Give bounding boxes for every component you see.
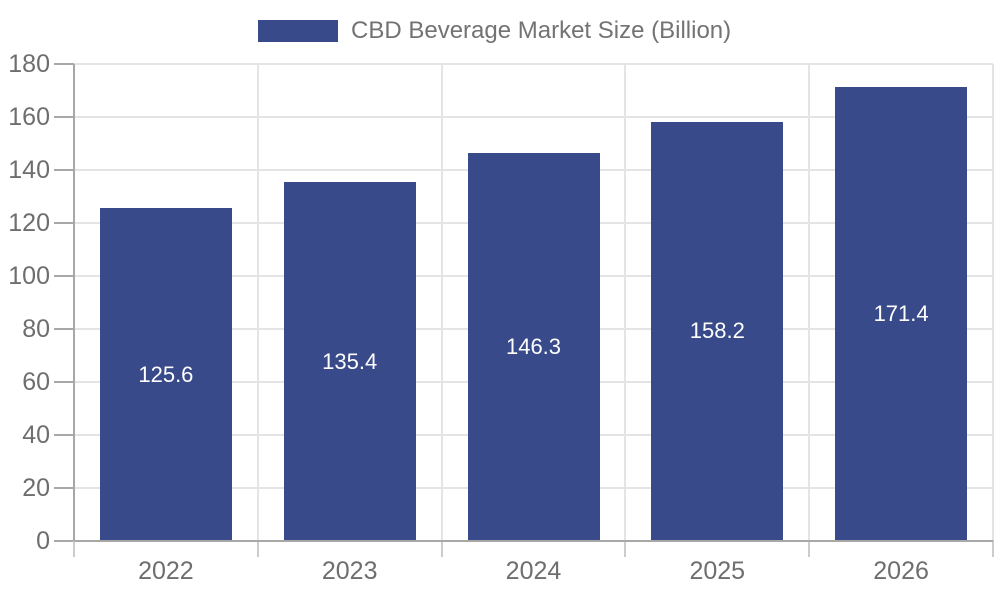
gridline-vertical xyxy=(624,64,627,541)
y-tick-label: 60 xyxy=(22,368,50,396)
gridline-vertical xyxy=(440,64,443,541)
gridline-vertical xyxy=(992,64,994,541)
x-tick-label: 2022 xyxy=(138,557,194,585)
x-axis-line xyxy=(74,540,993,542)
x-axis-tick xyxy=(440,540,443,557)
bar-2023: 135.4 xyxy=(283,182,416,541)
y-tick-label: 40 xyxy=(22,421,50,449)
bar-value-label: 125.6 xyxy=(138,361,194,387)
x-axis-tick xyxy=(73,540,75,557)
y-tick-label: 120 xyxy=(8,209,50,237)
bar-value-label: 158.2 xyxy=(689,318,745,344)
bar-value-label: 146.3 xyxy=(505,334,562,360)
gridline-vertical xyxy=(256,64,259,541)
x-tick-label: 2025 xyxy=(689,557,746,585)
y-axis-tick xyxy=(54,222,74,224)
x-tick-label: 2023 xyxy=(321,557,378,585)
y-tick-label: 180 xyxy=(8,50,50,78)
y-axis-tick xyxy=(54,328,74,330)
x-axis-tick xyxy=(256,540,259,557)
bar-value-label: 171.4 xyxy=(873,300,929,326)
legend-swatch-icon xyxy=(258,20,338,42)
y-axis-tick xyxy=(54,116,74,118)
y-axis-tick xyxy=(54,540,74,542)
y-tick-label: 20 xyxy=(22,474,50,502)
y-axis-tick xyxy=(54,275,74,277)
y-tick-label: 140 xyxy=(8,156,50,184)
bar-2024: 146.3 xyxy=(467,153,600,541)
bar-value-label: 135.4 xyxy=(322,348,378,374)
x-axis-tick xyxy=(992,540,994,557)
gridline-horizontal xyxy=(74,63,993,65)
gridline-vertical xyxy=(808,64,811,541)
bar-2026: 171.4 xyxy=(835,86,968,541)
y-axis-tick xyxy=(54,487,74,489)
bar-2025: 158.2 xyxy=(651,121,784,541)
y-axis-tick xyxy=(54,434,74,436)
x-tick-label: 2024 xyxy=(505,557,562,585)
legend-label: CBD Beverage Market Size (Billion) xyxy=(351,17,732,44)
y-axis-tick xyxy=(54,169,74,171)
y-tick-label: 160 xyxy=(8,103,50,131)
y-axis-tick xyxy=(54,63,74,65)
y-tick-label: 100 xyxy=(8,262,50,290)
y-tick-label: 80 xyxy=(22,315,50,343)
y-axis-tick xyxy=(54,381,74,383)
x-tick-label: 2026 xyxy=(873,557,929,585)
x-axis-tick xyxy=(624,540,627,557)
legend[interactable]: CBD Beverage Market Size (Billion) xyxy=(258,15,731,47)
gridline-horizontal xyxy=(74,116,993,118)
y-axis-line xyxy=(73,64,75,541)
y-tick-label: 0 xyxy=(36,527,50,555)
bar-2022: 125.6 xyxy=(99,208,232,541)
x-axis-tick xyxy=(808,540,811,557)
